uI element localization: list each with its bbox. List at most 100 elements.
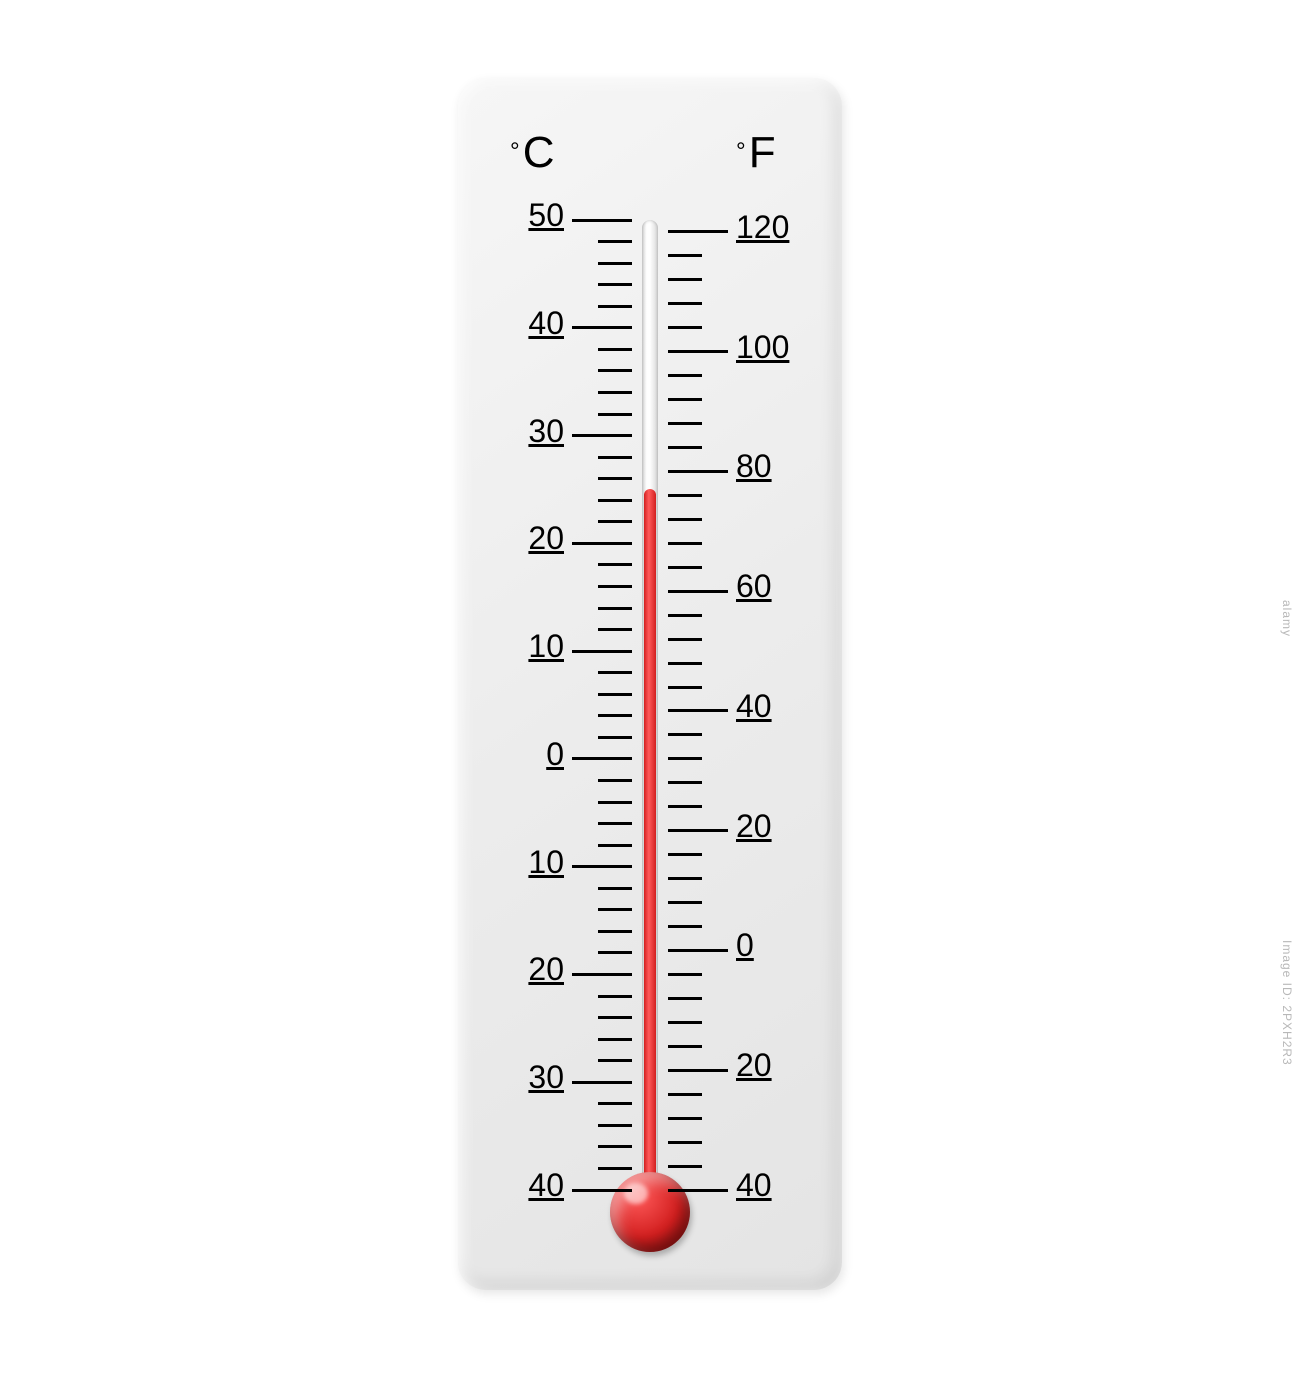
fahrenheit-tick: [668, 1189, 728, 1192]
celsius-tick: [572, 650, 632, 653]
fahrenheit-tick: [668, 925, 702, 928]
celsius-tick: [598, 413, 632, 416]
celsius-tick: [598, 995, 632, 998]
celsius-tick: [572, 1189, 632, 1192]
celsius-tick-label: 20: [484, 951, 564, 988]
celsius-tick: [598, 1038, 632, 1041]
degree-symbol: °: [510, 138, 521, 165]
celsius-tick: [572, 973, 632, 976]
celsius-tick: [572, 1081, 632, 1084]
fahrenheit-tick: [668, 470, 728, 473]
celsius-tick: [598, 844, 632, 847]
fahrenheit-tick: [668, 494, 702, 497]
celsius-tick: [598, 779, 632, 782]
fahrenheit-tick: [668, 1141, 702, 1144]
celsius-tick: [598, 391, 632, 394]
celsius-tick: [598, 520, 632, 523]
celsius-tick: [598, 714, 632, 717]
degree-symbol: °: [736, 138, 747, 165]
fahrenheit-tick-label: 0: [736, 927, 816, 964]
fahrenheit-tick: [668, 638, 702, 641]
celsius-tick: [598, 1124, 632, 1127]
celsius-tick-label: 30: [484, 413, 564, 450]
fahrenheit-tick: [668, 278, 702, 281]
celsius-tick: [598, 736, 632, 739]
celsius-tick: [598, 1102, 632, 1105]
fahrenheit-letter: F: [749, 128, 777, 177]
fahrenheit-tick-label: 60: [736, 568, 816, 605]
celsius-tick: [572, 219, 632, 222]
fahrenheit-tick: [668, 398, 702, 401]
canvas: { "canvas": { "width": 1300, "height": 1…: [0, 0, 1300, 1390]
fahrenheit-tick-label: 20: [736, 808, 816, 845]
fahrenheit-tick: [668, 733, 702, 736]
celsius-tick: [598, 1145, 632, 1148]
celsius-tick: [598, 283, 632, 286]
celsius-tick: [598, 477, 632, 480]
celsius-tick-label: 20: [484, 520, 564, 557]
fahrenheit-tick: [668, 1093, 702, 1096]
fahrenheit-tick-label: 40: [736, 688, 816, 725]
fahrenheit-tick-label: 100: [736, 329, 816, 366]
fahrenheit-tick: [668, 662, 702, 665]
fahrenheit-tick: [668, 614, 702, 617]
celsius-tick: [572, 326, 632, 329]
celsius-tick: [598, 887, 632, 890]
fahrenheit-tick: [668, 374, 702, 377]
fahrenheit-tick: [668, 518, 702, 521]
celsius-tick: [598, 822, 632, 825]
fahrenheit-tick: [668, 973, 702, 976]
celsius-tick: [572, 757, 632, 760]
celsius-tick: [572, 434, 632, 437]
fahrenheit-tick: [668, 1117, 702, 1120]
fahrenheit-tick: [668, 805, 702, 808]
fahrenheit-tick: [668, 326, 702, 329]
celsius-tick: [598, 1167, 632, 1170]
fahrenheit-tick: [668, 997, 702, 1000]
fahrenheit-tick: [668, 350, 728, 353]
fahrenheit-unit-label: °F: [736, 128, 777, 178]
celsius-tick-label: 40: [484, 305, 564, 342]
fahrenheit-tick: [668, 829, 728, 832]
celsius-tick: [598, 951, 632, 954]
celsius-tick-label: 30: [484, 1059, 564, 1096]
celsius-tick: [598, 628, 632, 631]
celsius-tick: [598, 908, 632, 911]
fahrenheit-tick: [668, 686, 702, 689]
fahrenheit-tick: [668, 230, 728, 233]
fahrenheit-tick: [668, 422, 702, 425]
fahrenheit-tick: [668, 302, 702, 305]
celsius-tick: [598, 693, 632, 696]
fahrenheit-tick: [668, 1045, 702, 1048]
celsius-tick: [598, 607, 632, 610]
fahrenheit-tick-label: 40: [736, 1167, 816, 1204]
mercury-column: [644, 489, 656, 1212]
celsius-tick: [598, 369, 632, 372]
celsius-tick: [598, 801, 632, 804]
fahrenheit-tick: [668, 949, 728, 952]
fahrenheit-tick: [668, 1021, 702, 1024]
fahrenheit-tick: [668, 1069, 728, 1072]
fahrenheit-tick-label: 20: [736, 1047, 816, 1084]
fahrenheit-tick: [668, 877, 702, 880]
fahrenheit-tick: [668, 709, 728, 712]
watermark-brand: alamy: [1280, 600, 1294, 637]
celsius-tick: [598, 262, 632, 265]
fahrenheit-tick: [668, 853, 702, 856]
celsius-tick-label: 40: [484, 1167, 564, 1204]
celsius-tick-label: 10: [484, 844, 564, 881]
celsius-letter: C: [523, 128, 556, 177]
celsius-tick: [598, 1016, 632, 1019]
watermark-image-id: Image ID: 2PXH2R3: [1280, 940, 1294, 1066]
thermometer-bulb: [610, 1172, 690, 1252]
celsius-tick: [572, 542, 632, 545]
fahrenheit-tick-label: 80: [736, 448, 816, 485]
fahrenheit-tick: [668, 542, 702, 545]
celsius-tick: [598, 585, 632, 588]
fahrenheit-tick: [668, 566, 702, 569]
celsius-tick: [598, 1059, 632, 1062]
celsius-tick: [572, 865, 632, 868]
celsius-tick-label: 0: [484, 736, 564, 773]
celsius-tick: [598, 456, 632, 459]
celsius-tick: [598, 240, 632, 243]
